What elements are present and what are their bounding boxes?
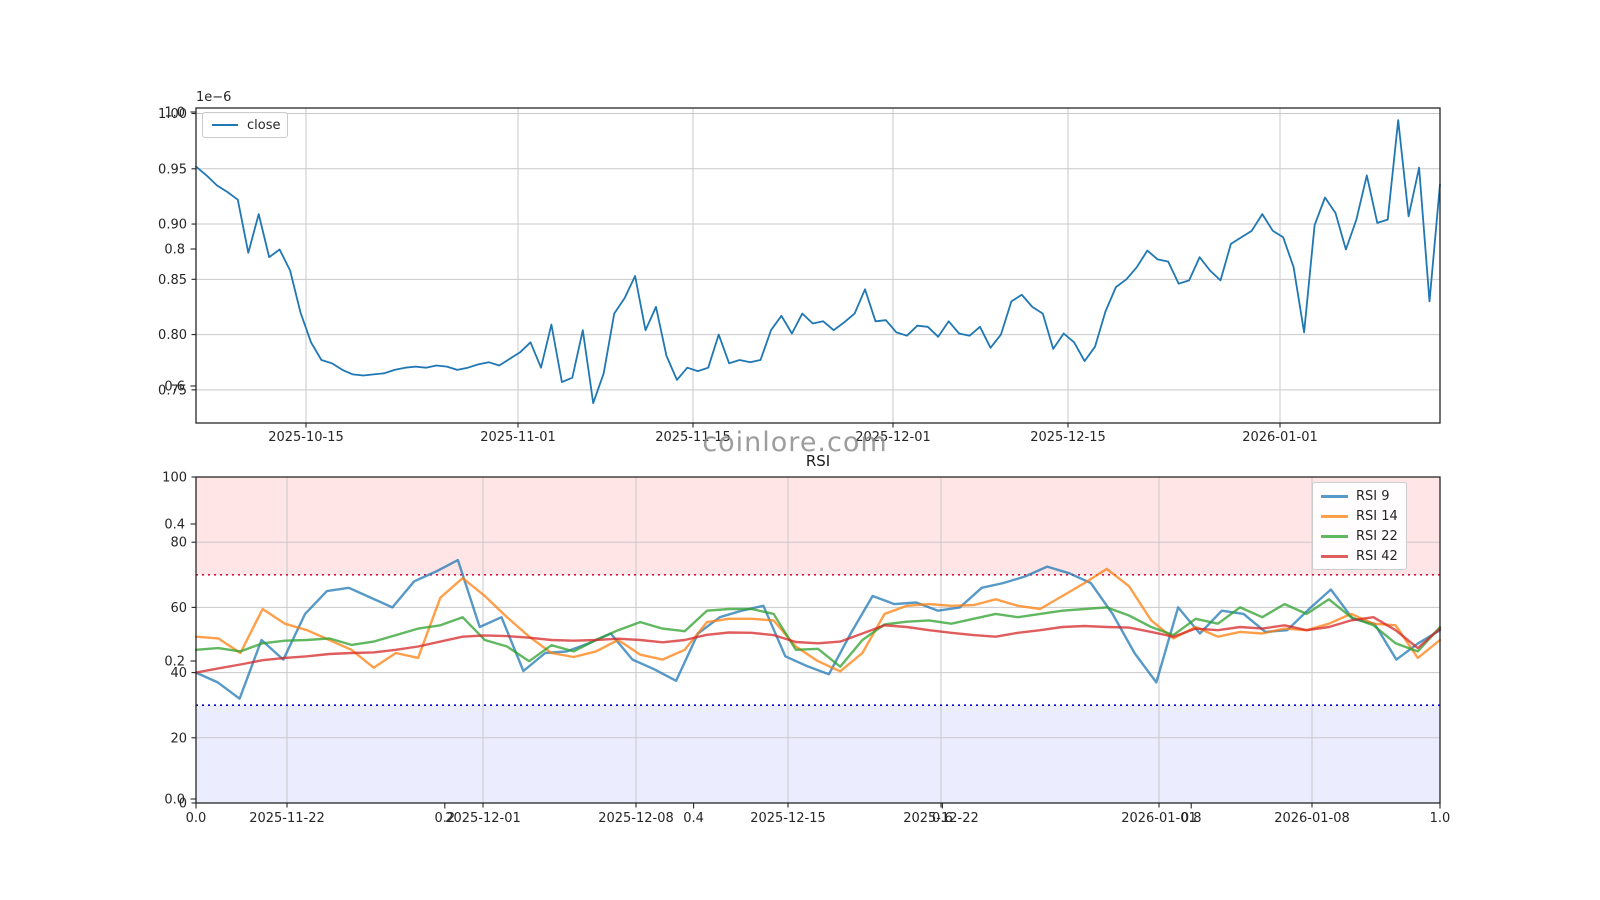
rsi-3-line-swatch bbox=[1321, 534, 1348, 538]
rsi-1-line bbox=[194, 558, 1442, 700]
price-x-tick-label: 2025-10-15 bbox=[268, 430, 344, 445]
price-y-tick-label: 0.85 bbox=[158, 273, 187, 288]
oversold-zone bbox=[196, 705, 1440, 803]
rsi-y-tick-label: 40 bbox=[170, 666, 187, 681]
price-legend-label: close bbox=[247, 117, 281, 133]
price-plot-border bbox=[195, 107, 1441, 424]
price-x-tick-label: 2026-01-01 bbox=[1242, 430, 1318, 445]
price-y-tick-label: 0.95 bbox=[158, 162, 187, 177]
rsi-plot-border bbox=[195, 476, 1441, 804]
rsi-legend-label: RSI 9 bbox=[1356, 488, 1390, 504]
close-line-swatch bbox=[212, 124, 238, 126]
rsi-x-tick-label: 2025-12-22 bbox=[903, 811, 979, 826]
rsi-chart-title: RSI bbox=[805, 452, 831, 470]
rsi-y-tick-label: 80 bbox=[170, 536, 187, 551]
price-legend: close bbox=[202, 112, 288, 138]
rsi-2-line-swatch bbox=[1321, 514, 1348, 518]
hidden-axis-x-label: 0.0 bbox=[186, 811, 207, 826]
price-y-tick-label: 0.80 bbox=[158, 328, 187, 343]
rsi-legend-item-4: RSI 42 bbox=[1321, 547, 1406, 565]
hidden-axis-x-label: 0.6 bbox=[932, 811, 953, 826]
price-x-tick-label: 2025-11-15 bbox=[655, 430, 731, 445]
rsi-4-line-swatch bbox=[1321, 554, 1348, 558]
price-y-tick-label: 1.00 bbox=[158, 107, 187, 122]
rsi-legend-item-2: RSI 14 bbox=[1321, 507, 1406, 525]
hidden-axis-y-label: 0.8 bbox=[164, 243, 185, 258]
price-x-tick-label: 2025-12-15 bbox=[1030, 430, 1106, 445]
rsi-legend-label: RSI 22 bbox=[1356, 528, 1398, 544]
hidden-axis-y-label: 0.4 bbox=[164, 518, 185, 533]
scale-offset-label: 1e−6 bbox=[196, 90, 231, 105]
rsi-x-tick-label: 2025-12-08 bbox=[598, 811, 674, 826]
watermark: coinlore.com bbox=[702, 427, 888, 458]
hidden-axis-y-label: 1.0 bbox=[164, 106, 185, 121]
price-x-tick-label: 2025-11-01 bbox=[480, 430, 556, 445]
rsi-x-tick-label: 2025-12-15 bbox=[750, 811, 826, 826]
price-y-tick-label: 0.90 bbox=[158, 218, 187, 233]
rsi-y-tick-label: 0 bbox=[179, 797, 187, 812]
rsi-3-line bbox=[194, 598, 1442, 668]
overbought-zone bbox=[196, 477, 1440, 575]
rsi-x-tick-label: 2025-12-01 bbox=[445, 811, 521, 826]
rsi-y-tick-label: 20 bbox=[170, 731, 187, 746]
hidden-axis-x-label: 0.2 bbox=[434, 811, 455, 826]
rsi-legend-item-1: RSI 9 bbox=[1321, 487, 1406, 505]
hidden-axis-x-label: 0.8 bbox=[1181, 811, 1202, 826]
rsi-y-tick-label: 100 bbox=[162, 471, 187, 486]
price-y-tick-label: 0.75 bbox=[158, 383, 187, 398]
close-line bbox=[195, 119, 1441, 405]
rsi-legend-label: RSI 42 bbox=[1356, 548, 1398, 564]
price-x-tick-label: 2025-12-01 bbox=[855, 430, 931, 445]
rsi-1-line-swatch bbox=[1321, 494, 1348, 498]
hidden-axis-x-label: 1.0 bbox=[1430, 811, 1451, 826]
hidden-axis-y-label: 0.2 bbox=[164, 655, 185, 670]
rsi-x-tick-label: 2026-01-08 bbox=[1274, 811, 1350, 826]
rsi-y-tick-label: 60 bbox=[170, 601, 187, 616]
rsi-2-line bbox=[194, 567, 1442, 673]
hidden-axis-y-label: 0.6 bbox=[164, 380, 185, 395]
rsi-legend-label: RSI 14 bbox=[1356, 508, 1398, 524]
rsi-x-tick-label: 2026-01-01 bbox=[1121, 811, 1197, 826]
hidden-axis-x-label: 0.4 bbox=[683, 811, 704, 826]
rsi-legend: RSI 9 RSI 14 RSI 22 RSI 42 bbox=[1312, 482, 1407, 570]
rsi-4-line bbox=[194, 616, 1442, 674]
hidden-axis-y-label: 0.0 bbox=[164, 793, 185, 808]
rsi-legend-item-3: RSI 22 bbox=[1321, 527, 1406, 545]
rsi-x-tick-label: 2025-11-22 bbox=[249, 811, 325, 826]
